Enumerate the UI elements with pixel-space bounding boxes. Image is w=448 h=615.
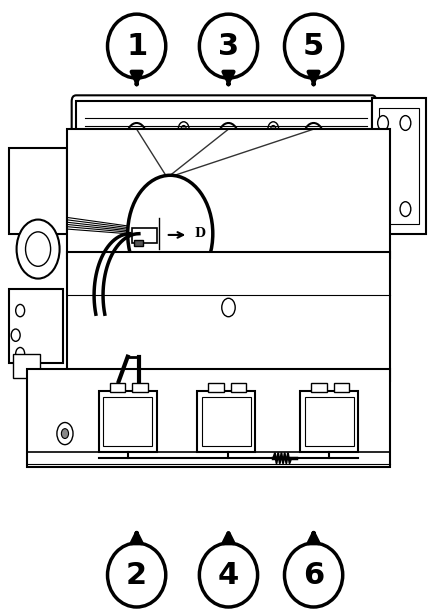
Text: 4: 4 — [218, 560, 239, 590]
Bar — [134, 240, 143, 246]
Circle shape — [219, 123, 238, 150]
Circle shape — [61, 429, 69, 438]
Circle shape — [16, 304, 25, 317]
Circle shape — [222, 298, 235, 317]
Text: 6: 6 — [303, 560, 324, 590]
Circle shape — [178, 122, 189, 137]
Circle shape — [16, 347, 25, 360]
Bar — [334, 383, 349, 392]
Text: 2: 2 — [126, 560, 147, 590]
Circle shape — [128, 175, 213, 292]
Bar — [202, 397, 251, 446]
Bar — [99, 391, 157, 452]
Bar — [67, 129, 390, 258]
Bar — [197, 391, 255, 452]
Circle shape — [271, 125, 276, 133]
Bar — [132, 228, 157, 243]
Bar — [27, 369, 390, 467]
Text: 1: 1 — [126, 31, 147, 61]
Bar — [9, 148, 67, 234]
Circle shape — [400, 202, 411, 216]
Bar — [132, 383, 148, 392]
Ellipse shape — [108, 14, 166, 78]
Bar — [300, 391, 358, 452]
Text: 3: 3 — [218, 31, 239, 61]
Circle shape — [400, 116, 411, 130]
Bar — [103, 397, 152, 446]
Circle shape — [223, 129, 234, 144]
Circle shape — [26, 232, 51, 266]
Ellipse shape — [284, 14, 343, 78]
Circle shape — [304, 123, 323, 150]
Circle shape — [11, 329, 20, 341]
Ellipse shape — [199, 543, 258, 607]
Bar — [110, 383, 125, 392]
Ellipse shape — [108, 543, 166, 607]
Bar — [305, 397, 354, 446]
Circle shape — [378, 116, 388, 130]
Bar — [13, 354, 40, 378]
Circle shape — [308, 129, 319, 144]
Circle shape — [378, 202, 388, 216]
Ellipse shape — [284, 543, 343, 607]
Circle shape — [17, 220, 60, 279]
Circle shape — [57, 423, 73, 445]
Bar — [311, 383, 327, 392]
Text: D: D — [195, 227, 206, 240]
FancyBboxPatch shape — [72, 95, 376, 154]
Bar — [208, 383, 224, 392]
Bar — [372, 98, 426, 234]
Text: 5: 5 — [303, 31, 324, 61]
Bar — [76, 101, 372, 148]
Bar — [231, 383, 246, 392]
Circle shape — [127, 123, 146, 150]
Bar — [379, 108, 419, 224]
Circle shape — [268, 122, 279, 137]
Circle shape — [181, 125, 186, 133]
Bar — [9, 289, 63, 363]
Circle shape — [131, 129, 142, 144]
Ellipse shape — [199, 14, 258, 78]
Bar — [67, 252, 390, 381]
